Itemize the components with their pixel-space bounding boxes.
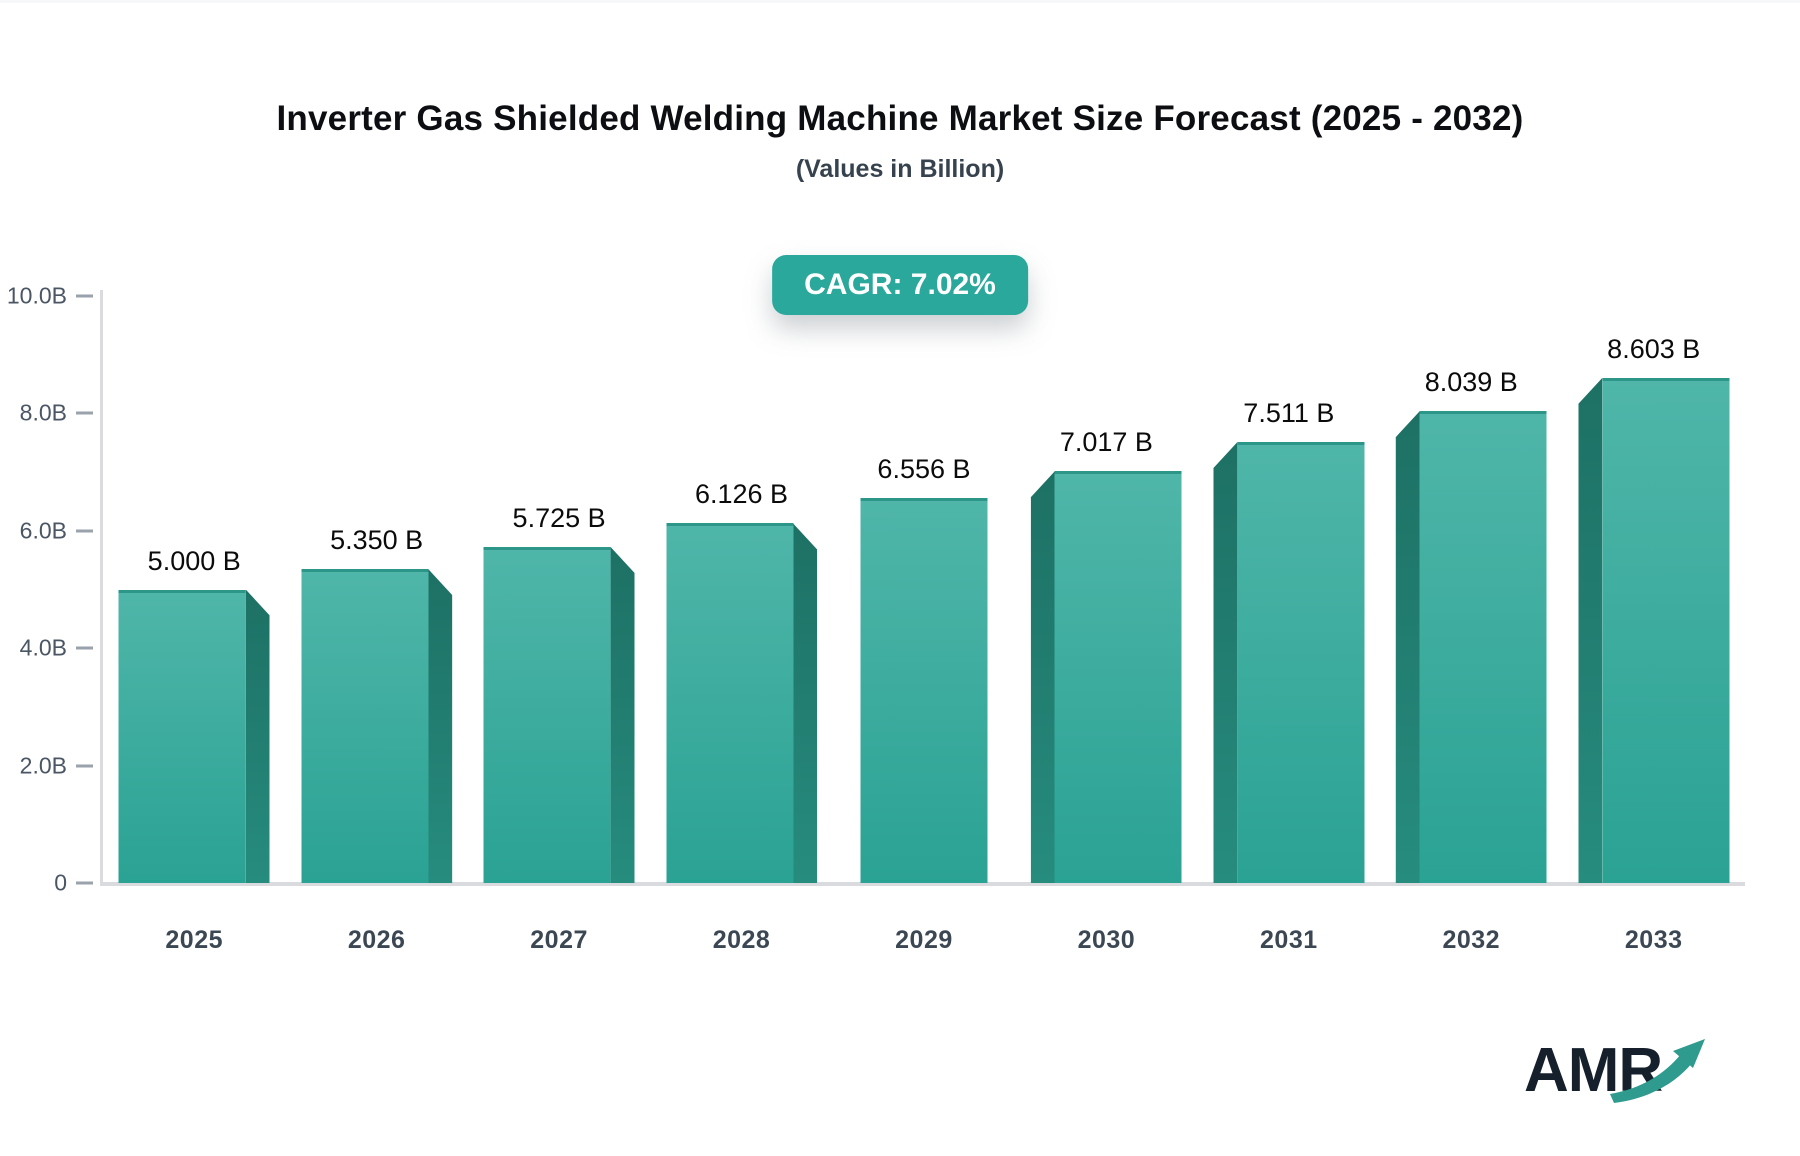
bar-face — [1419, 411, 1547, 883]
bar-face — [860, 498, 988, 883]
x-axis-label-2028: 2028 — [712, 926, 771, 954]
bar-face — [1054, 471, 1182, 883]
bar-side-panel — [1395, 411, 1420, 883]
bar-column-2025: 5.000 B 2025 — [103, 296, 285, 954]
bar-2030 — [1030, 471, 1182, 883]
bar-value-label: 5.725 B — [512, 502, 606, 533]
bar-column-2031: 7.511 B 2031 — [1198, 296, 1380, 954]
bar-2033 — [1578, 378, 1730, 883]
bar-value-label: 5.350 B — [330, 524, 424, 555]
bar-column-2032: 8.039 B 2032 — [1380, 296, 1562, 954]
y-axis-tick — [76, 646, 93, 650]
x-axis-line — [100, 882, 1745, 886]
x-axis-label-2026: 2026 — [347, 926, 406, 954]
bar-face — [1237, 442, 1365, 883]
plot-area: 5.000 B 2025 5.350 B 2026 5.725 B 2027 6.126 B… — [7, 283, 1745, 954]
bar-2026 — [301, 568, 453, 883]
y-axis-tick — [76, 529, 93, 533]
x-axis-label-2033: 2033 — [1624, 926, 1683, 954]
bar-value-label: 8.603 B — [1607, 334, 1701, 365]
y-axis-tick-label: 10.0B — [6, 282, 67, 309]
bar-value-label: 6.556 B — [877, 454, 971, 485]
bar-side-panel — [245, 589, 270, 883]
bar-face — [118, 589, 246, 883]
bar-2025 — [118, 589, 270, 883]
x-axis-label-2030: 2030 — [1077, 926, 1136, 954]
y-axis-tick-label: 8.0B — [19, 399, 67, 426]
x-axis-label-2029: 2029 — [895, 926, 953, 954]
bar-column-2029: 6.556 B 2029 — [833, 296, 1015, 954]
y-axis-line — [100, 290, 103, 886]
bar-side-panel — [610, 546, 635, 883]
y-axis-tick-label: 2.0B — [19, 752, 67, 779]
bar-face — [301, 568, 429, 883]
amr-logo-arrow-icon — [1610, 1039, 1705, 1103]
bar-value-label: 8.039 B — [1424, 367, 1518, 398]
bar-side-panel — [793, 523, 818, 883]
bar-value-label: 5.000 B — [147, 545, 241, 576]
bar-face — [483, 546, 611, 883]
chart-subtitle: (Values in Billion) — [795, 155, 1005, 183]
bar-column-2030: 7.017 B 2030 — [1015, 296, 1197, 954]
cagr-badge: CAGR: 7.02% — [772, 255, 1028, 315]
bar-2027 — [483, 546, 635, 883]
bar-side-panel — [1578, 378, 1603, 883]
bar-2029 — [860, 498, 988, 883]
x-axis-label-2027: 2027 — [530, 926, 588, 954]
bar-column-2028: 6.126 B 2028 — [650, 296, 832, 954]
bar-value-label: 6.126 B — [694, 479, 789, 510]
bar-2031 — [1213, 442, 1365, 883]
bar-value-label: 7.017 B — [1059, 427, 1153, 458]
x-axis-label-2032: 2032 — [1442, 926, 1501, 954]
amr-logo: AMR — [1524, 1027, 1724, 1113]
bars-container: 5.000 B 2025 5.350 B 2026 5.725 B 2027 6.126 B… — [103, 296, 1745, 954]
y-axis-tick — [76, 294, 93, 298]
bar-column-2027: 5.725 B 2027 — [468, 296, 650, 954]
chart-header: Inverter Gas Shielded Welding Machine Ma… — [0, 99, 1800, 184]
bar-2028 — [666, 523, 818, 883]
y-axis-tick-label: 6.0B — [19, 517, 67, 544]
x-axis-label-2025: 2025 — [165, 926, 224, 954]
y-axis-tick — [76, 411, 93, 415]
y-axis-tick — [76, 764, 93, 768]
bar-face — [1602, 378, 1730, 883]
bar-side-panel — [1213, 442, 1238, 883]
bar-side-panel — [1030, 471, 1055, 883]
bar-column-2033: 8.603 B 2033 — [1563, 296, 1745, 954]
bar-side-panel — [428, 568, 453, 883]
y-axis-tick-label: 4.0B — [19, 634, 67, 661]
bar-2032 — [1395, 411, 1547, 883]
chart-title: Inverter Gas Shielded Welding Machine Ma… — [276, 99, 1524, 138]
y-axis-tick-label: 0 — [54, 869, 67, 896]
bar-value-label: 7.511 B — [1243, 398, 1335, 429]
y-axis-tick — [76, 881, 93, 885]
x-axis-label-2031: 2031 — [1260, 926, 1318, 954]
bar-face — [666, 523, 794, 883]
bar-column-2026: 5.350 B 2026 — [285, 296, 467, 954]
